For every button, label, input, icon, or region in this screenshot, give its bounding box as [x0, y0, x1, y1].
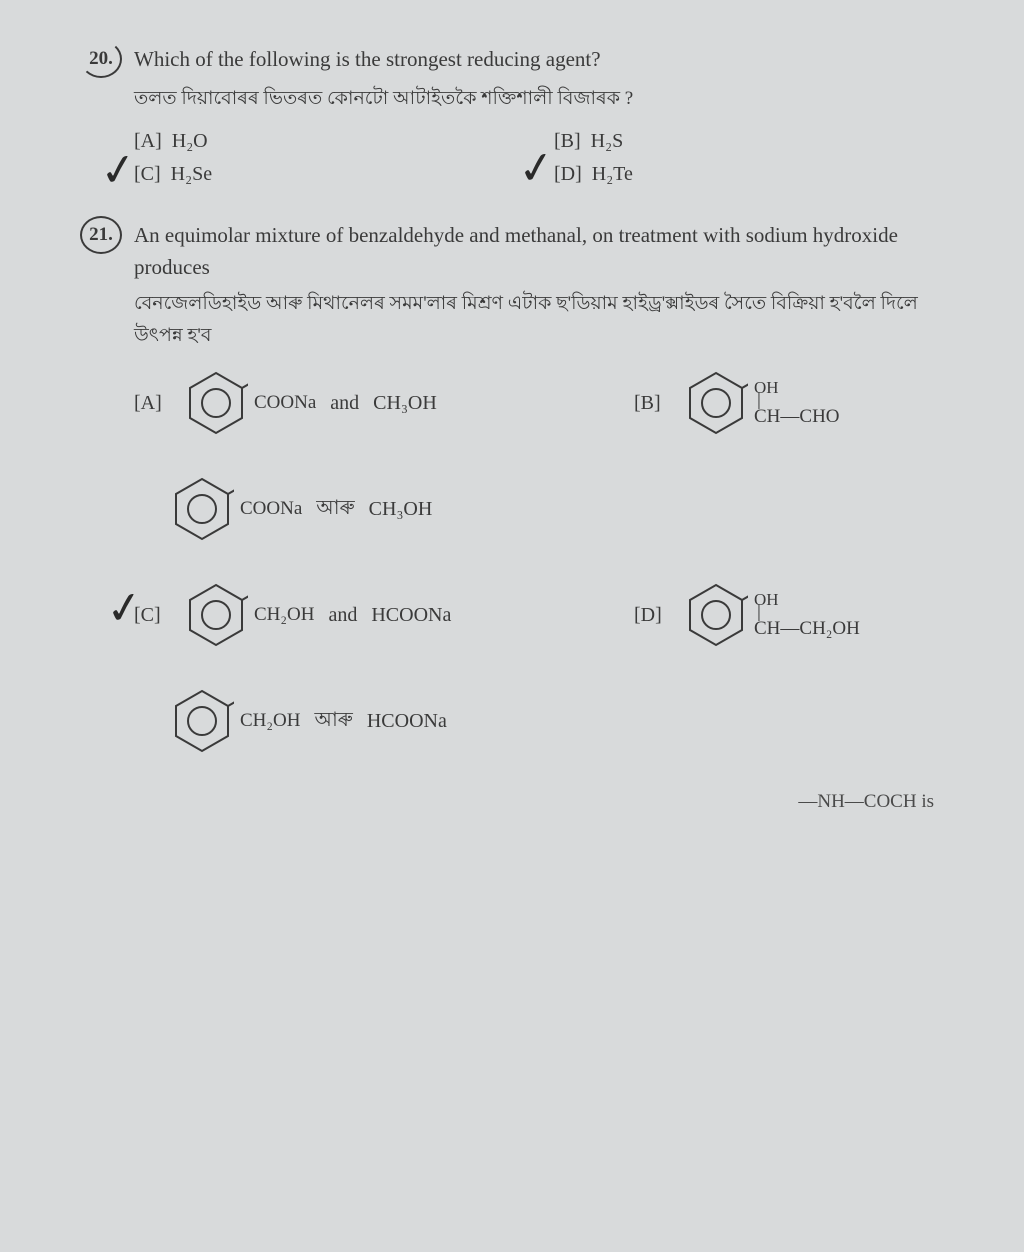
q20-opt-c-value: H₂Se: [171, 163, 212, 186]
q21-opt-a-join: and: [330, 392, 359, 415]
q20-number-circle: 20.: [80, 40, 122, 78]
q21-option-d: [D] OH │ CH—CH₂OH: [634, 579, 860, 651]
q20-option-d: [D] H₂Te ✓: [554, 163, 633, 186]
q20-opt-b-value: H₂S: [591, 130, 624, 153]
q20-number: 20.: [89, 48, 113, 70]
q21-opt-c1-join: আৰু: [316, 493, 354, 526]
benzene-icon: [170, 473, 234, 545]
q21-row-cd: ✓ [C] CH₂OH and HCOONa [D]: [134, 579, 964, 651]
q21-opt-c2-tail: HCOONa: [367, 710, 447, 733]
q21-opt-d-line1: OH: [754, 590, 860, 610]
q21-number-circle: 21.: [80, 216, 122, 254]
q21-option-b: [B] OH │ CH—CHO: [634, 367, 840, 439]
q20-option-a: [A] H₂O: [134, 130, 554, 153]
benzene-icon: [684, 579, 748, 651]
footer-cut-text: —NH—COCH is: [134, 791, 964, 813]
q20-opt-a-label: [A]: [134, 130, 162, 153]
benzene-icon: [184, 579, 248, 651]
q21-opt-c2-subst: CH₂OH: [240, 710, 300, 732]
q21-text-as: বেনজেলডিহাইড আৰু মিথানেলৰ সমম'লাৰ মিশ্ৰণ…: [134, 289, 964, 353]
q20-option-b: [B] H₂S: [554, 130, 623, 153]
q21-opt-c1-tail: CH₃OH: [369, 498, 433, 521]
q20-opt-c-label: [C]: [134, 163, 161, 186]
q21-opt-d-struct: OH │ CH—CH₂OH: [684, 579, 860, 651]
q21-opt-b-struct: OH │ CH—CHO: [684, 367, 840, 439]
q21-options: [A] COONa and CH₃OH [B]: [134, 367, 964, 757]
q21-opt-d-chain: OH │ CH—CH₂OH: [754, 590, 860, 640]
q21-opt-c2-struct: CH₂OH: [170, 685, 300, 757]
q21-opt-b-label: [B]: [634, 392, 670, 415]
q20-option-c: [C] H₂Se: [134, 163, 554, 186]
q20-text-as: তলত দিয়াবোৰৰ ভিতৰত কোনটো আটাইতকৈ শক্তিশ…: [134, 84, 964, 116]
q21-row-a-as: COONa আৰু CH₃OH: [134, 473, 964, 545]
q21-option-c-as: CH₂OH আৰু HCOONa: [170, 685, 447, 757]
q21-text-en: An equimolar mixture of benzaldehyde and…: [134, 216, 964, 283]
q20-text-en: Which of the following is the strongest …: [134, 40, 601, 76]
q20-opt-a-value: H₂O: [172, 130, 208, 153]
q21-opt-a-struct: COONa: [184, 367, 316, 439]
q21-opt-b-chain: OH │ CH—CHO: [754, 378, 840, 428]
q21-option-c: [C] CH₂OH and HCOONa: [134, 579, 594, 651]
q21-opt-c-tail: HCOONa: [371, 604, 451, 627]
q21-opt-b-line2: CH—CHO: [754, 406, 840, 428]
q21-opt-c-subst: CH₂OH: [254, 604, 314, 626]
q21-opt-c1-subst: COONa: [240, 498, 302, 520]
q21-opt-c-struct: CH₂OH: [184, 579, 314, 651]
q21-opt-a-subst: COONa: [254, 392, 316, 414]
question-20: 20. Which of the following is the strong…: [80, 40, 964, 186]
question-21: 21. An equimolar mixture of benzaldehyde…: [80, 216, 964, 757]
q20-header: 20. Which of the following is the strong…: [80, 40, 964, 78]
q20-opt-d-label: [D]: [554, 163, 582, 186]
q21-opt-b-line1: OH: [754, 378, 840, 398]
q21-opt-a-label: [A]: [134, 392, 170, 415]
q21-option-a: [A] COONa and CH₃OH: [134, 367, 594, 439]
q21-header: 21. An equimolar mixture of benzaldehyde…: [80, 216, 964, 283]
q21-opt-c-label: [C]: [134, 604, 170, 627]
q21-opt-d-line2: CH—CH₂OH: [754, 618, 860, 640]
benzene-icon: [184, 367, 248, 439]
benzene-icon: [170, 685, 234, 757]
benzene-icon: [684, 367, 748, 439]
q21-opt-a-as-struct: COONa: [170, 473, 302, 545]
q21-opt-c-join: and: [328, 604, 357, 627]
q20-options-row2: [C] H₂Se ✓ [D] H₂Te ✓: [134, 163, 964, 186]
q20-opt-b-label: [B]: [554, 130, 581, 153]
q21-opt-d-label: [D]: [634, 604, 670, 627]
q21-option-a-as: COONa আৰু CH₃OH: [170, 473, 432, 545]
q21-opt-a-tail: CH₃OH: [373, 392, 437, 415]
q21-row-c-as: CH₂OH আৰু HCOONa: [134, 685, 964, 757]
q20-opt-d-value: H₂Te: [592, 163, 633, 186]
q21-opt-c2-join: আৰু: [314, 705, 352, 738]
q21-number: 21.: [89, 224, 113, 246]
q21-row-ab: [A] COONa and CH₃OH [B]: [134, 367, 964, 439]
q20-options-row1: [A] H₂O [B] H₂S: [134, 130, 964, 153]
